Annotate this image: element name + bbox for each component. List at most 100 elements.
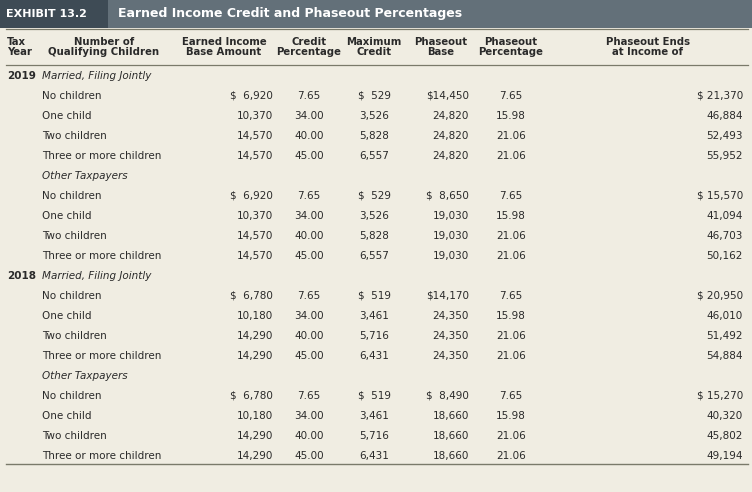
Text: Credit: Credit bbox=[292, 37, 326, 47]
Text: 5,828: 5,828 bbox=[359, 231, 389, 241]
Text: 45,802: 45,802 bbox=[707, 431, 743, 441]
Text: 52,493: 52,493 bbox=[706, 131, 743, 141]
Text: 15.98: 15.98 bbox=[496, 311, 526, 321]
Text: $  6,780: $ 6,780 bbox=[230, 291, 273, 301]
Text: 45.00: 45.00 bbox=[294, 451, 324, 461]
Text: Maximum: Maximum bbox=[347, 37, 402, 47]
Text: 34.00: 34.00 bbox=[294, 211, 324, 221]
Bar bbox=[0, 0, 108, 28]
Text: 21.06: 21.06 bbox=[496, 251, 526, 261]
Text: Percentage: Percentage bbox=[277, 47, 341, 57]
Text: 51,492: 51,492 bbox=[706, 331, 743, 341]
Text: 24,350: 24,350 bbox=[432, 311, 469, 321]
Text: $  6,780: $ 6,780 bbox=[230, 391, 273, 401]
Text: 21.06: 21.06 bbox=[496, 451, 526, 461]
Text: 18,660: 18,660 bbox=[432, 411, 469, 421]
Text: No children: No children bbox=[42, 391, 102, 401]
Text: 40.00: 40.00 bbox=[294, 131, 324, 141]
Text: 15.98: 15.98 bbox=[496, 211, 526, 221]
Text: One child: One child bbox=[42, 111, 92, 121]
Text: Number of: Number of bbox=[74, 37, 134, 47]
Text: 7.65: 7.65 bbox=[499, 91, 523, 101]
Text: Two children: Two children bbox=[42, 231, 107, 241]
Text: 40.00: 40.00 bbox=[294, 431, 324, 441]
Text: 5,828: 5,828 bbox=[359, 131, 389, 141]
Text: $14,170: $14,170 bbox=[426, 291, 469, 301]
Text: 3,461: 3,461 bbox=[359, 411, 389, 421]
Text: 6,431: 6,431 bbox=[359, 351, 389, 361]
Bar bbox=[0, 0, 752, 28]
Text: $  8,490: $ 8,490 bbox=[426, 391, 469, 401]
Text: Tax: Tax bbox=[7, 37, 26, 47]
Text: 18,660: 18,660 bbox=[432, 431, 469, 441]
Text: Base: Base bbox=[427, 47, 454, 57]
Text: 45.00: 45.00 bbox=[294, 151, 324, 161]
Text: 24,350: 24,350 bbox=[432, 331, 469, 341]
Text: $  519: $ 519 bbox=[357, 391, 390, 401]
Text: One child: One child bbox=[42, 311, 92, 321]
Text: 50,162: 50,162 bbox=[707, 251, 743, 261]
Text: 24,820: 24,820 bbox=[432, 111, 469, 121]
Text: Phaseout: Phaseout bbox=[414, 37, 468, 47]
Text: at Income of: at Income of bbox=[612, 47, 684, 57]
Text: Percentage: Percentage bbox=[478, 47, 544, 57]
Text: Three or more children: Three or more children bbox=[42, 251, 162, 261]
Text: 21.06: 21.06 bbox=[496, 151, 526, 161]
Text: Three or more children: Three or more children bbox=[42, 451, 162, 461]
Text: $ 15,270: $ 15,270 bbox=[697, 391, 743, 401]
Text: 6,557: 6,557 bbox=[359, 251, 389, 261]
Text: 34.00: 34.00 bbox=[294, 111, 324, 121]
Text: 15.98: 15.98 bbox=[496, 411, 526, 421]
Text: $ 15,570: $ 15,570 bbox=[697, 191, 743, 201]
Text: $ 21,370: $ 21,370 bbox=[697, 91, 743, 101]
Text: 6,557: 6,557 bbox=[359, 151, 389, 161]
Text: Three or more children: Three or more children bbox=[42, 151, 162, 161]
Text: Credit: Credit bbox=[356, 47, 392, 57]
Text: 18,660: 18,660 bbox=[432, 451, 469, 461]
Text: 7.65: 7.65 bbox=[297, 191, 320, 201]
Text: 14,290: 14,290 bbox=[237, 431, 273, 441]
Text: $  529: $ 529 bbox=[357, 91, 390, 101]
Text: 40,320: 40,320 bbox=[707, 411, 743, 421]
Text: 14,570: 14,570 bbox=[237, 131, 273, 141]
Text: 14,290: 14,290 bbox=[237, 331, 273, 341]
Text: No children: No children bbox=[42, 191, 102, 201]
Text: No children: No children bbox=[42, 291, 102, 301]
Text: 46,884: 46,884 bbox=[706, 111, 743, 121]
Text: 21.06: 21.06 bbox=[496, 131, 526, 141]
Text: 5,716: 5,716 bbox=[359, 331, 389, 341]
Text: 14,570: 14,570 bbox=[237, 251, 273, 261]
Text: Earned Income: Earned Income bbox=[182, 37, 266, 47]
Text: $  519: $ 519 bbox=[357, 291, 390, 301]
Text: Earned Income Credit and Phaseout Percentages: Earned Income Credit and Phaseout Percen… bbox=[118, 7, 462, 21]
Text: Three or more children: Three or more children bbox=[42, 351, 162, 361]
Text: $  6,920: $ 6,920 bbox=[230, 91, 273, 101]
Text: 40.00: 40.00 bbox=[294, 331, 324, 341]
Text: 55,952: 55,952 bbox=[706, 151, 743, 161]
Text: Other Taxpayers: Other Taxpayers bbox=[42, 171, 128, 181]
Text: $  6,920: $ 6,920 bbox=[230, 191, 273, 201]
Text: 7.65: 7.65 bbox=[499, 191, 523, 201]
Text: 21.06: 21.06 bbox=[496, 431, 526, 441]
Text: 41,094: 41,094 bbox=[707, 211, 743, 221]
Text: 40.00: 40.00 bbox=[294, 231, 324, 241]
Text: 10,370: 10,370 bbox=[237, 211, 273, 221]
Text: Married, Filing Jointly: Married, Filing Jointly bbox=[42, 271, 151, 281]
Text: 24,820: 24,820 bbox=[432, 131, 469, 141]
Text: $  529: $ 529 bbox=[357, 191, 390, 201]
Text: 45.00: 45.00 bbox=[294, 251, 324, 261]
Text: 24,820: 24,820 bbox=[432, 151, 469, 161]
Text: Qualifying Children: Qualifying Children bbox=[48, 47, 159, 57]
Text: EXHIBIT 13.2: EXHIBIT 13.2 bbox=[6, 9, 87, 19]
Text: 34.00: 34.00 bbox=[294, 411, 324, 421]
Text: Two children: Two children bbox=[42, 131, 107, 141]
Text: 3,461: 3,461 bbox=[359, 311, 389, 321]
Text: Other Taxpayers: Other Taxpayers bbox=[42, 371, 128, 381]
Text: 45.00: 45.00 bbox=[294, 351, 324, 361]
Text: 7.65: 7.65 bbox=[297, 91, 320, 101]
Text: Phaseout Ends: Phaseout Ends bbox=[606, 37, 690, 47]
Text: 19,030: 19,030 bbox=[432, 251, 469, 261]
Text: One child: One child bbox=[42, 211, 92, 221]
Text: 54,884: 54,884 bbox=[706, 351, 743, 361]
Text: $14,450: $14,450 bbox=[426, 91, 469, 101]
